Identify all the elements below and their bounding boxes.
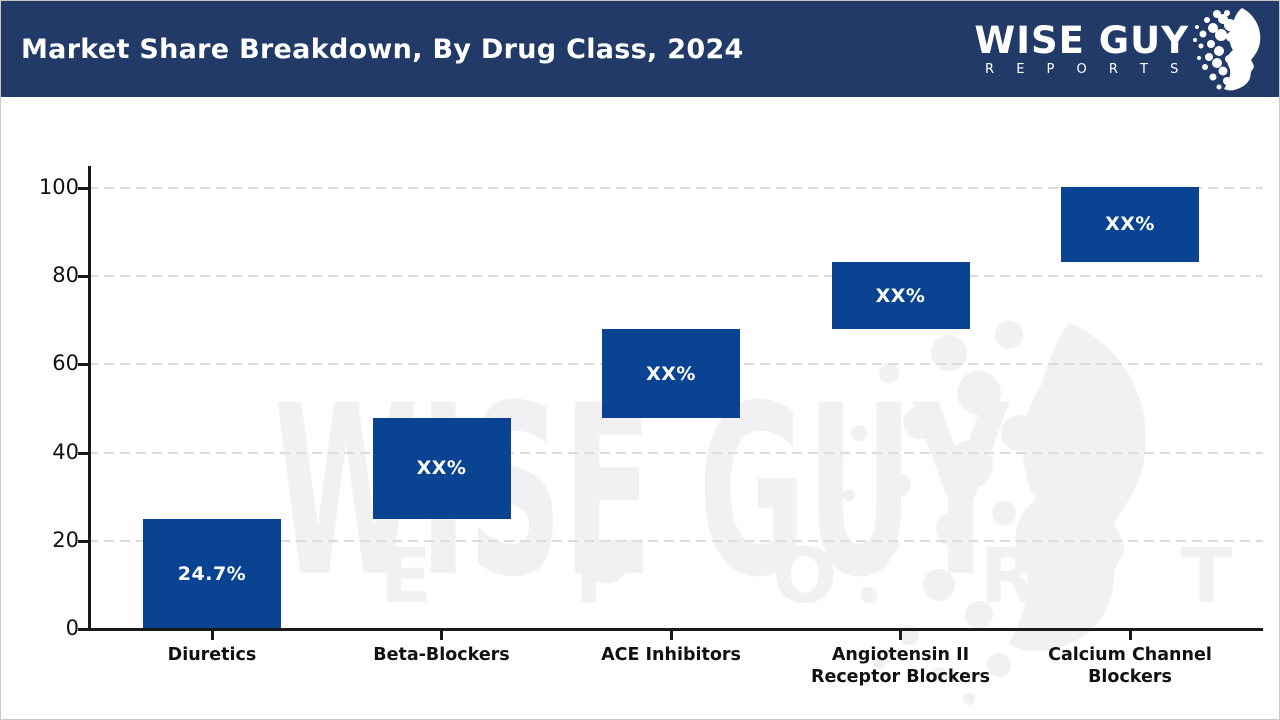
bar-value-label: XX% [875,284,926,307]
bar: XX% [602,329,740,418]
x-axis-tick [669,631,673,640]
x-axis-category-label: ACE Inhibitors [601,645,741,665]
x-axis-category-label: Beta-Blockers [373,645,510,665]
x-axis-tick [899,631,902,640]
x-axis-category-label: Angiotensin II Receptor Blockers [810,645,991,687]
y-axis-line [88,166,91,631]
y-axis-tick [78,628,88,631]
logo-text: WISE GUY R E P O R T S [974,22,1189,77]
x-axis-tick [440,631,443,640]
y-axis-tick [78,275,88,279]
y-axis-tick [78,187,88,190]
page-title: Market Share Breakdown, By Drug Class, 2… [21,33,744,65]
y-axis-tick-label: 0 [65,616,79,640]
bar: XX% [831,261,970,330]
y-axis-tick-label: 40 [52,439,79,464]
logo-wordmark: WISE GUY [974,18,1189,62]
header-bar: Market Share Breakdown, By Drug Class, 2… [1,1,1279,97]
chart-canvas: WISE GUY R E P O R T S 02040608010024.7%… [1,97,1280,719]
bar-value-label: XX% [1105,213,1155,236]
bar-value-label: 24.7% [177,562,247,585]
y-axis-tick [78,363,88,367]
bar: XX% [372,417,511,520]
gridline [88,275,1263,278]
logo-subtext: R E P O R T S [985,61,1188,77]
watermark-face-dots [824,321,1146,705]
bar: 24.7% [143,519,281,628]
gridline [88,539,1263,542]
y-axis-tick-label: 80 [52,263,79,288]
x-axis-category-label: Calcium Channel Blockers [1048,645,1212,687]
logo-face-icon [1193,8,1261,91]
waterfall-chart: 0 20 40 60 80 100 24.7% Diuretics XX% Beta-Blocke… [1,97,1279,719]
x-axis-line [88,628,1263,631]
y-axis-tick [78,451,88,455]
x-axis-tick [210,631,214,640]
y-axis-tick-label: 100 [38,175,79,199]
gridline [88,187,1263,189]
x-axis-tick [1128,631,1132,640]
x-axis-category-label: Diuretics [167,645,257,665]
gridline [88,451,1263,454]
y-axis-tick-label: 20 [52,527,79,552]
bar-value-label: XX% [416,457,467,480]
bar: XX% [1061,187,1199,262]
y-axis-tick-label: 60 [52,351,79,376]
brand-logo: WISE GUY R E P O R T S [974,6,1265,92]
bar-value-label: XX% [646,362,696,385]
y-axis-tick [78,539,88,543]
